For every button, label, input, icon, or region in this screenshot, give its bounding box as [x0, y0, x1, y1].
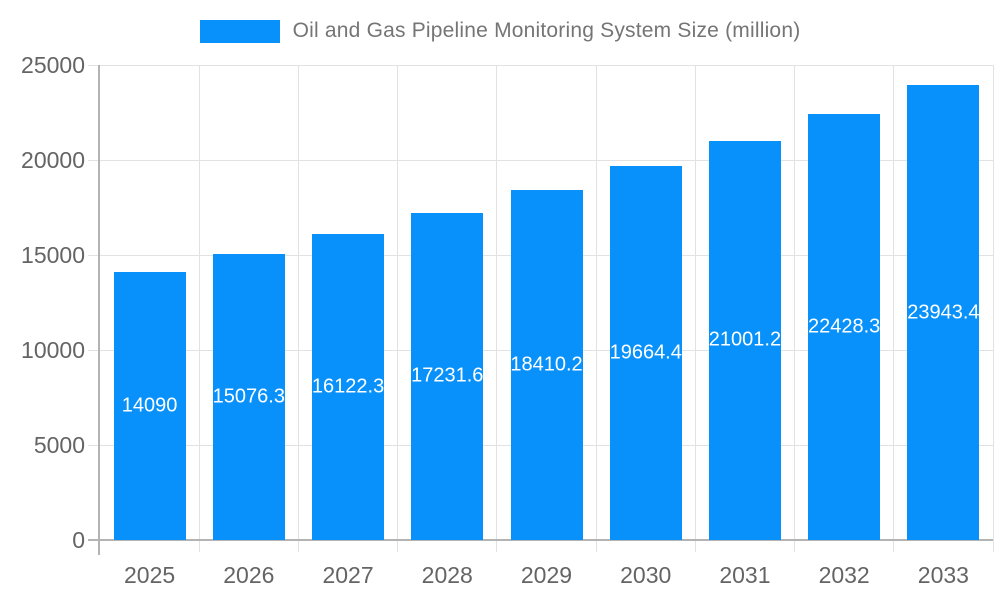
bar[interactable]: 19664.4	[609, 166, 682, 540]
y-axis-tick-label: 20000	[21, 147, 85, 173]
h-gridline	[88, 159, 993, 161]
y-axis-tick-label: 5000	[33, 432, 85, 458]
v-gridline	[595, 65, 597, 552]
bar-value-label: 23943.4	[907, 301, 980, 324]
y-axis-tick-label: 10000	[21, 337, 85, 363]
legend-swatch	[199, 19, 280, 43]
bar-value-label: 18410.2	[510, 353, 583, 376]
x-axis-label: 2029	[520, 562, 573, 588]
x-axis-label: 2031	[719, 562, 771, 588]
x-axis-label: 2028	[421, 562, 473, 588]
x-axis-label: 2032	[818, 562, 870, 588]
bar[interactable]: 17231.6	[411, 212, 484, 540]
y-axis-line	[98, 65, 100, 555]
y-axis-tick-label: 0	[72, 527, 85, 553]
x-axis-baseline	[88, 539, 993, 541]
h-gridline	[88, 64, 993, 66]
bar[interactable]: 21001.2	[708, 140, 781, 540]
v-gridline	[694, 65, 696, 552]
v-gridline	[496, 65, 498, 552]
x-axis-label: 2026	[223, 562, 275, 588]
bar[interactable]: 22428.3	[808, 113, 881, 540]
x-axis-label: 2033	[917, 562, 969, 588]
chart-legend: Oil and Gas Pipeline Monitoring System S…	[0, 19, 1000, 43]
bar-value-label: 19664.4	[609, 341, 682, 364]
bar-value-label: 14090	[121, 394, 178, 417]
bar[interactable]: 23943.4	[907, 85, 980, 540]
v-gridline	[992, 65, 994, 552]
x-axis-label: 2030	[620, 562, 672, 588]
bar-value-label: 16122.3	[312, 375, 385, 398]
y-axis-tick-label: 25000	[21, 52, 85, 78]
bar[interactable]: 18410.2	[510, 190, 583, 540]
y-axis-tick-label: 15000	[21, 242, 85, 268]
v-gridline	[794, 65, 796, 552]
x-axis-label: 2025	[124, 562, 176, 588]
v-gridline	[198, 65, 200, 552]
bar-value-label: 17231.6	[411, 364, 484, 387]
v-gridline	[297, 65, 299, 552]
bar-value-label: 22428.3	[808, 315, 881, 338]
bar[interactable]: 15076.3	[212, 253, 285, 540]
legend-label: Oil and Gas Pipeline Monitoring System S…	[292, 19, 801, 42]
bar[interactable]: 14090	[113, 272, 186, 540]
x-axis-label: 2027	[322, 562, 374, 588]
v-gridline	[893, 65, 895, 552]
bar-value-label: 15076.3	[212, 385, 285, 408]
bar[interactable]: 16122.3	[312, 233, 385, 540]
v-gridline	[397, 65, 399, 552]
bar-value-label: 21001.2	[708, 328, 781, 351]
